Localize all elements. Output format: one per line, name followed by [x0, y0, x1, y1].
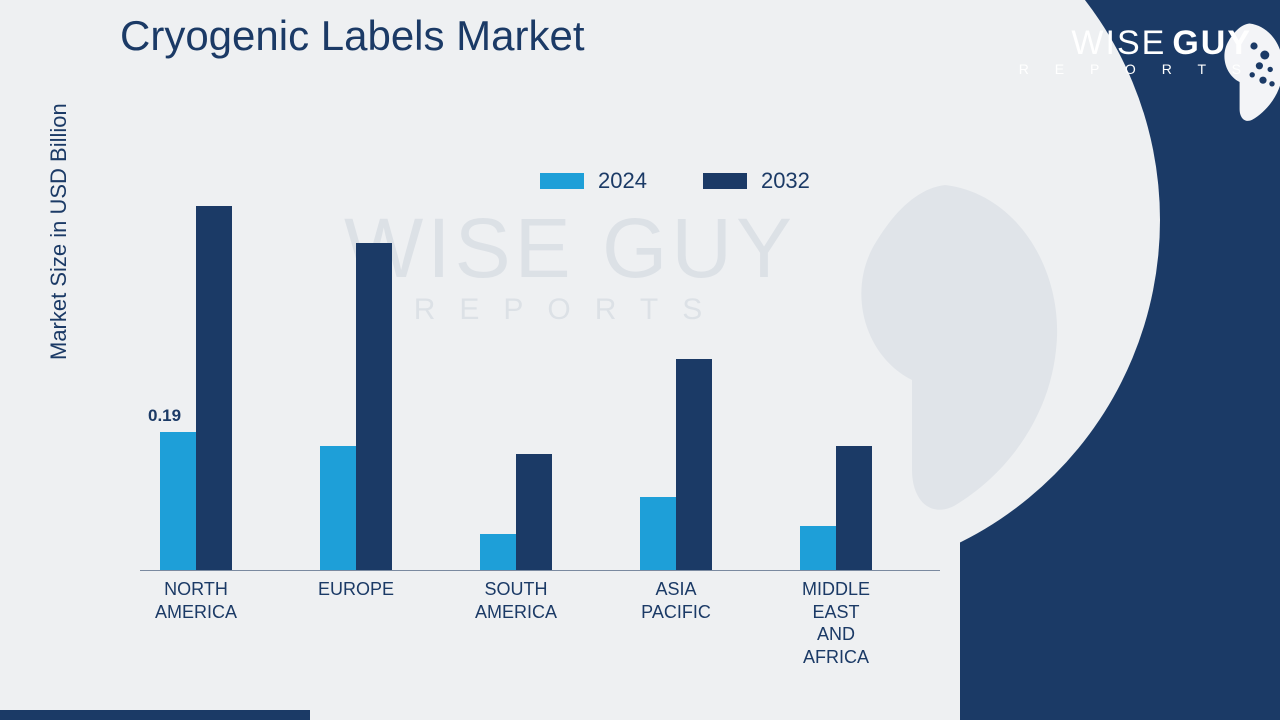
bar — [516, 454, 552, 570]
brand-text-sub: R E P O R T S — [1019, 61, 1252, 77]
bar — [196, 206, 232, 570]
x-axis-line — [140, 570, 940, 571]
brand-text-guy: GUY — [1172, 24, 1252, 62]
category-label: EUROPE — [286, 578, 426, 601]
plot-area: 0.19 — [140, 170, 940, 570]
y-axis-label: Market Size in USD Billion — [46, 103, 72, 360]
bar — [160, 432, 196, 570]
bar — [320, 446, 356, 570]
bar — [676, 359, 712, 570]
brand-logo: WISEGUY R E P O R T S — [1019, 24, 1252, 77]
bar — [836, 446, 872, 570]
bar — [800, 526, 836, 570]
bar — [480, 534, 516, 570]
value-label: 0.19 — [148, 406, 181, 426]
bar — [356, 243, 392, 570]
category-label: SOUTHAMERICA — [446, 578, 586, 623]
chart: Market Size in USD Billion 0.19 NORTHAME… — [60, 150, 960, 670]
category-label: MIDDLEEASTANDAFRICA — [766, 578, 906, 668]
bottom-accent-bar — [0, 710, 310, 720]
bar — [640, 497, 676, 570]
page-title: Cryogenic Labels Market — [120, 12, 585, 60]
category-label: NORTHAMERICA — [126, 578, 266, 623]
brand-text-wise: WISE — [1071, 24, 1166, 62]
category-label: ASIAPACIFIC — [606, 578, 746, 623]
